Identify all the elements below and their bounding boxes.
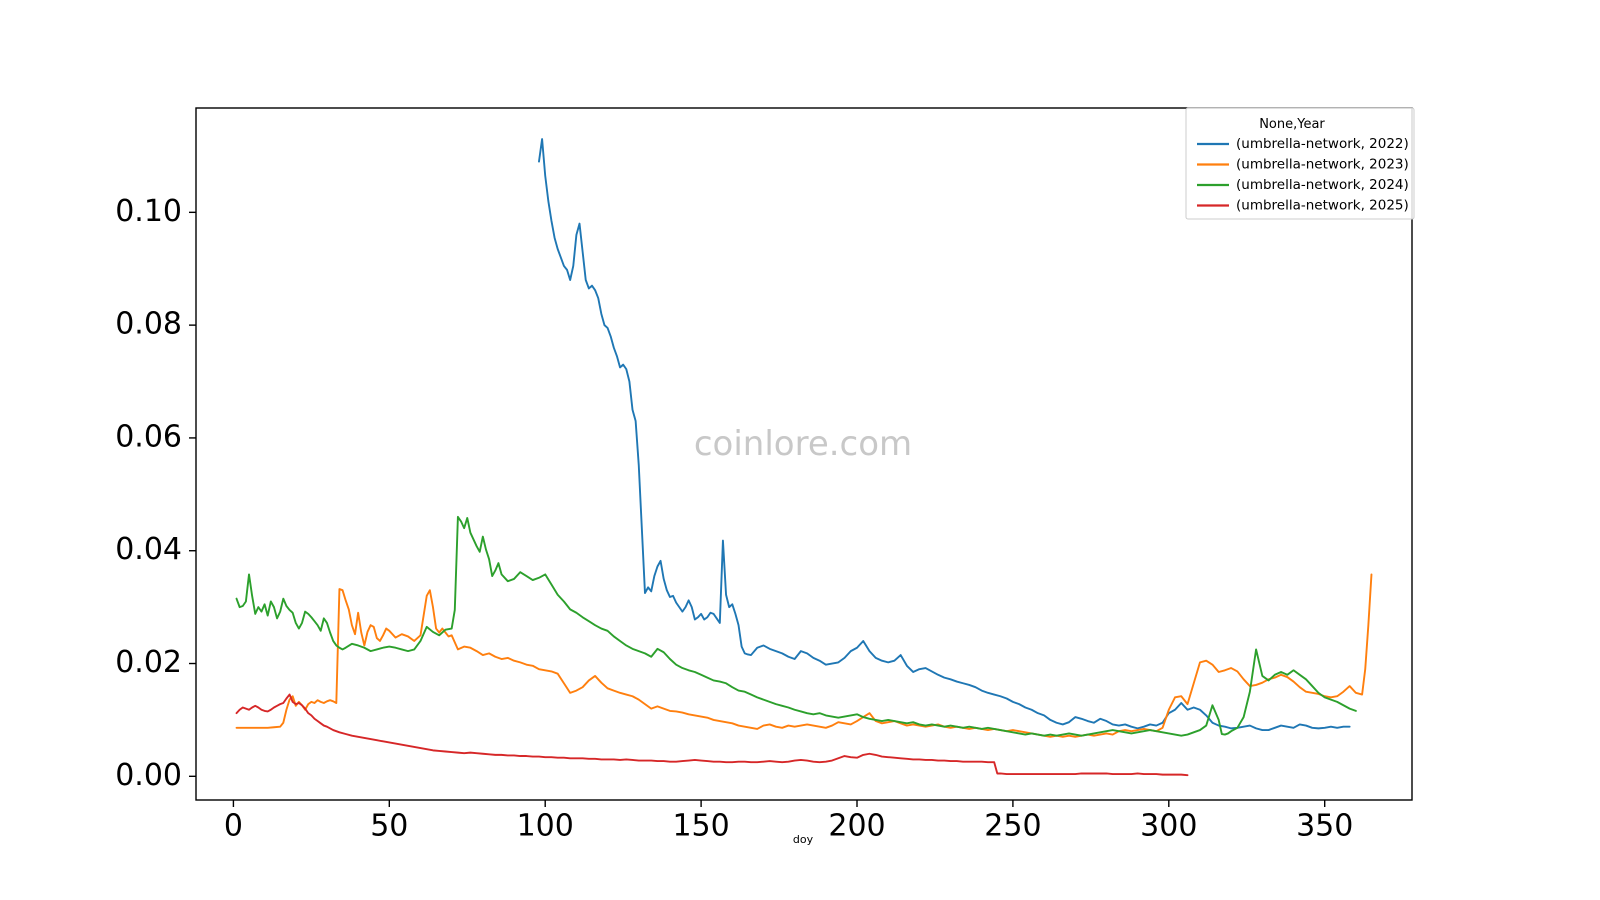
x-tick-label: 300	[1140, 809, 1197, 844]
axes-spines	[195, 107, 1413, 801]
y-axis-ticks: 0.00 0.02 0.04 0.06 0.08 0.10	[115, 194, 196, 793]
series-line-2022	[538, 138, 1351, 732]
x-axis-ticks: 0 50 100 150 200 250 300 350	[224, 800, 1353, 844]
x-tick-label: 150	[672, 809, 729, 844]
y-tick-label: 0.02	[115, 645, 182, 680]
plot-area-background	[196, 108, 1412, 800]
legend-label-2025: (umbrella-network, 2025)	[1236, 198, 1409, 214]
y-tick-label: 0.10	[115, 194, 182, 229]
x-tick-label: 0	[224, 809, 243, 844]
series-group	[235, 138, 1373, 777]
y-tick-label: 0.00	[115, 758, 182, 793]
series-line-2024	[235, 515, 1357, 737]
legend-label-2022: (umbrella-network, 2022)	[1236, 136, 1409, 152]
x-tick-label: 100	[517, 809, 574, 844]
y-tick-label: 0.08	[115, 307, 182, 342]
legend-title: None,Year	[1259, 117, 1325, 132]
x-tick-label: 200	[828, 809, 885, 844]
x-axis-label: doy	[793, 833, 814, 846]
series-line-2025	[235, 693, 1189, 777]
x-tick-label: 250	[984, 809, 1041, 844]
y-tick-label: 0.06	[115, 419, 182, 454]
legend-background	[1185, 107, 1415, 220]
y-tick-label: 0.04	[115, 532, 182, 567]
watermark-label: coinlore.com	[694, 424, 912, 464]
x-tick-label: 50	[370, 809, 408, 844]
legend-label-2024: (umbrella-network, 2024)	[1236, 177, 1409, 193]
legend-label-2023: (umbrella-network, 2023)	[1236, 157, 1409, 173]
x-tick-label: 350	[1296, 809, 1353, 844]
chart-legend[interactable]: None,Year (umbrella-network, 2022)(umbre…	[1185, 107, 1415, 220]
legend-items: (umbrella-network, 2022) (umbrella-networ…	[1197, 136, 1409, 214]
series-line-2023	[235, 573, 1373, 738]
